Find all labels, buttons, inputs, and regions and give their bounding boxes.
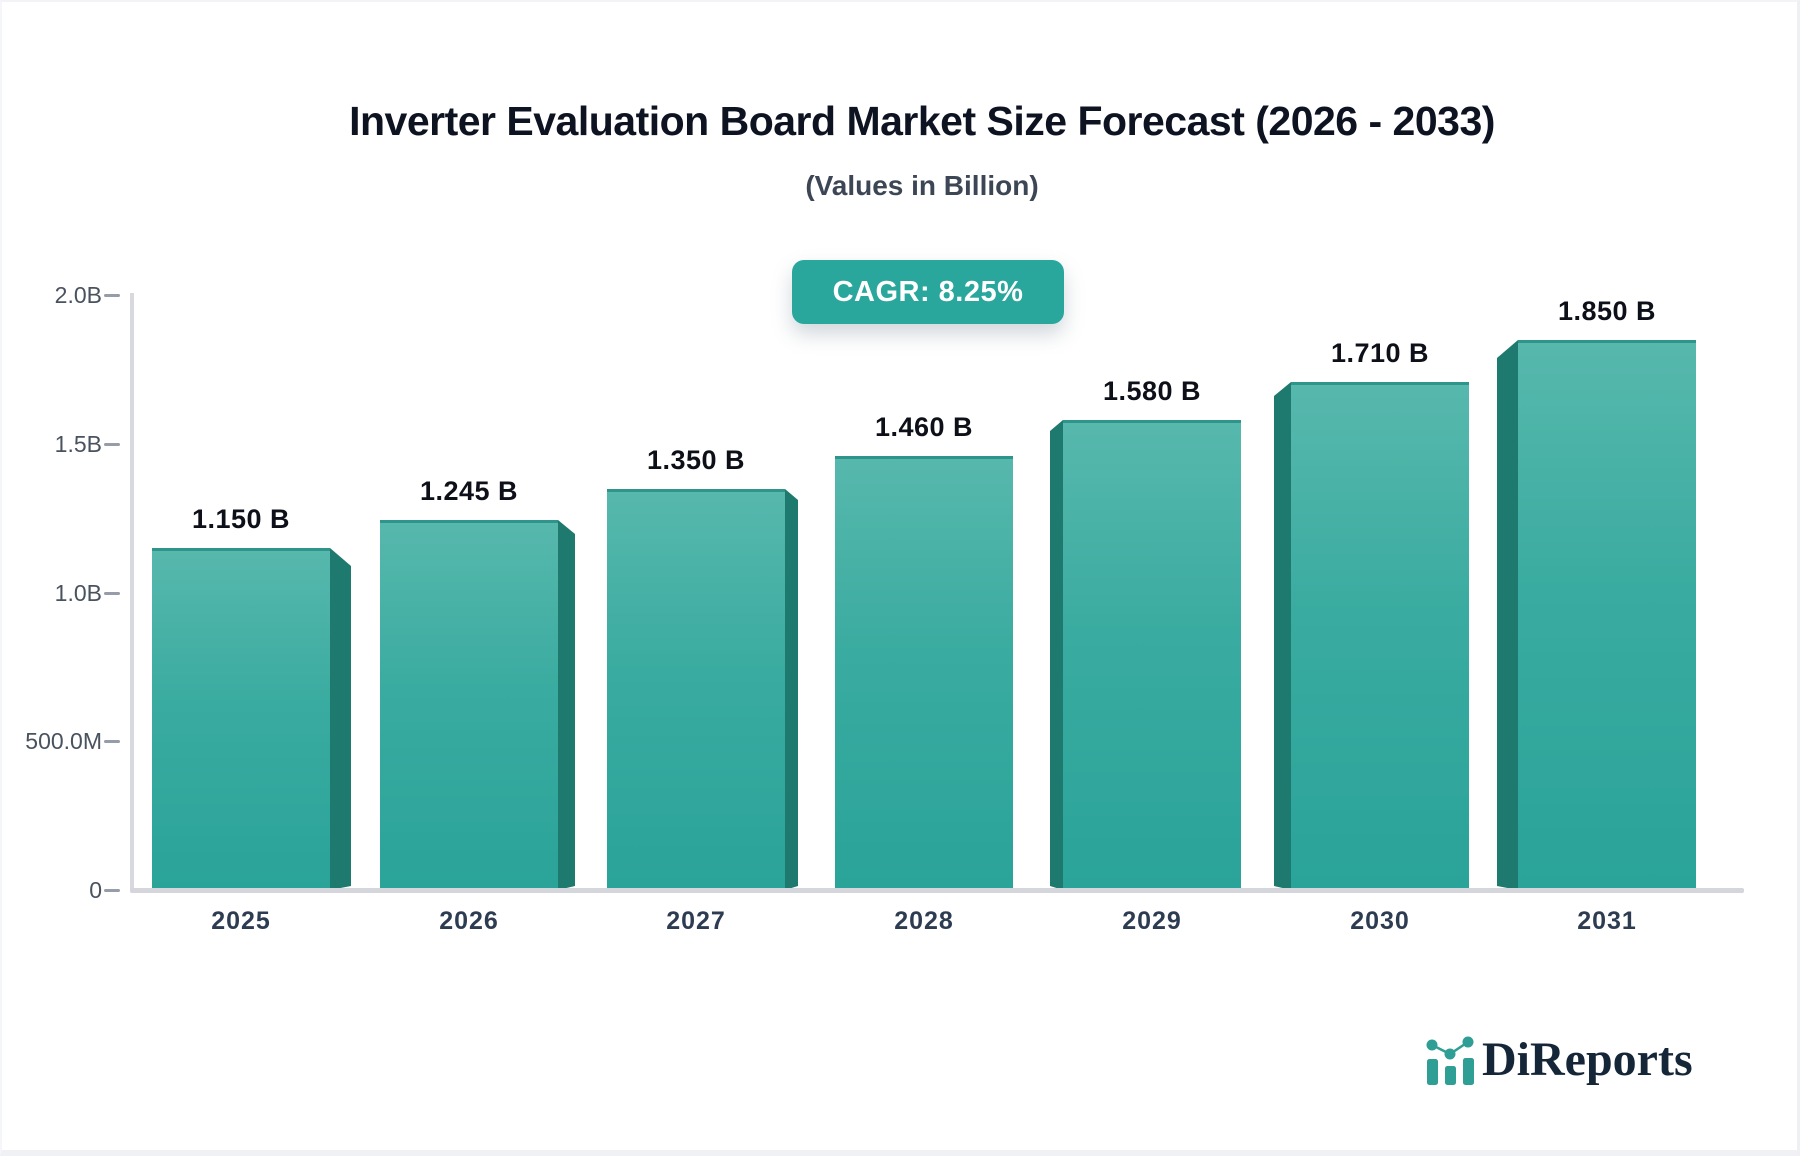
bar-3d-side — [558, 520, 575, 890]
cagr-badge: CAGR: 8.25% — [792, 260, 1064, 324]
bar-2031 — [1518, 340, 1696, 890]
x-axis-label: 2028 — [894, 907, 954, 935]
chart-subtitle: (Values in Billion) — [805, 170, 1039, 201]
bar-chart-trend-icon — [1426, 1036, 1474, 1085]
brand-logo-text: DiReports — [1482, 1033, 1693, 1086]
y-axis-line — [130, 293, 134, 890]
x-axis-label: 2029 — [1122, 907, 1182, 935]
bar-3d-side — [1497, 340, 1518, 890]
bar-2030 — [1291, 382, 1469, 890]
x-axis-label: 2027 — [666, 907, 726, 935]
brand-logo: DiReports — [1426, 1034, 1693, 1086]
y-axis-label: 0 — [89, 877, 102, 903]
y-axis-tick — [104, 740, 120, 744]
x-axis-label: 2025 — [211, 907, 271, 935]
bar-value-label: 1.245 B — [419, 476, 519, 506]
y-axis-tick — [104, 889, 120, 892]
bar-2027 — [607, 489, 785, 890]
bar-2025 — [152, 548, 330, 890]
chart-title: Inverter Evaluation Board Market Size Fo… — [349, 98, 1495, 144]
x-axis-label: 2030 — [1350, 907, 1410, 935]
bar-value-label: 1.150 B — [191, 504, 291, 534]
bar-value-label: 1.580 B — [1102, 376, 1202, 406]
x-axis-line — [130, 888, 1744, 893]
y-axis-tick — [104, 591, 120, 595]
bar-value-label: 1.850 B — [1557, 296, 1657, 326]
y-axis-tick — [104, 294, 120, 298]
y-axis-label: 1.5B — [54, 431, 102, 458]
x-axis-label: 2026 — [439, 907, 499, 935]
bar-2026 — [380, 520, 558, 890]
cagr-badge-label: CAGR: 8.25% — [832, 275, 1024, 308]
x-axis-label: 2031 — [1577, 907, 1637, 935]
bar-2029 — [1063, 420, 1241, 890]
bar-2028 — [835, 456, 1013, 890]
y-axis-tick — [104, 443, 120, 447]
y-axis-label: 1.0B — [54, 579, 102, 606]
y-axis-label: 2.0B — [54, 282, 102, 309]
bar-value-label: 1.710 B — [1330, 338, 1430, 368]
bar-3d-side — [1050, 420, 1063, 890]
y-axis-label: 500.0M — [25, 728, 102, 755]
bar-3d-side — [330, 548, 351, 890]
bar-value-label: 1.350 B — [646, 445, 746, 475]
bar-3d-side — [1274, 382, 1291, 890]
bar-3d-side — [785, 489, 798, 890]
bar-value-label: 1.460 B — [874, 412, 974, 442]
